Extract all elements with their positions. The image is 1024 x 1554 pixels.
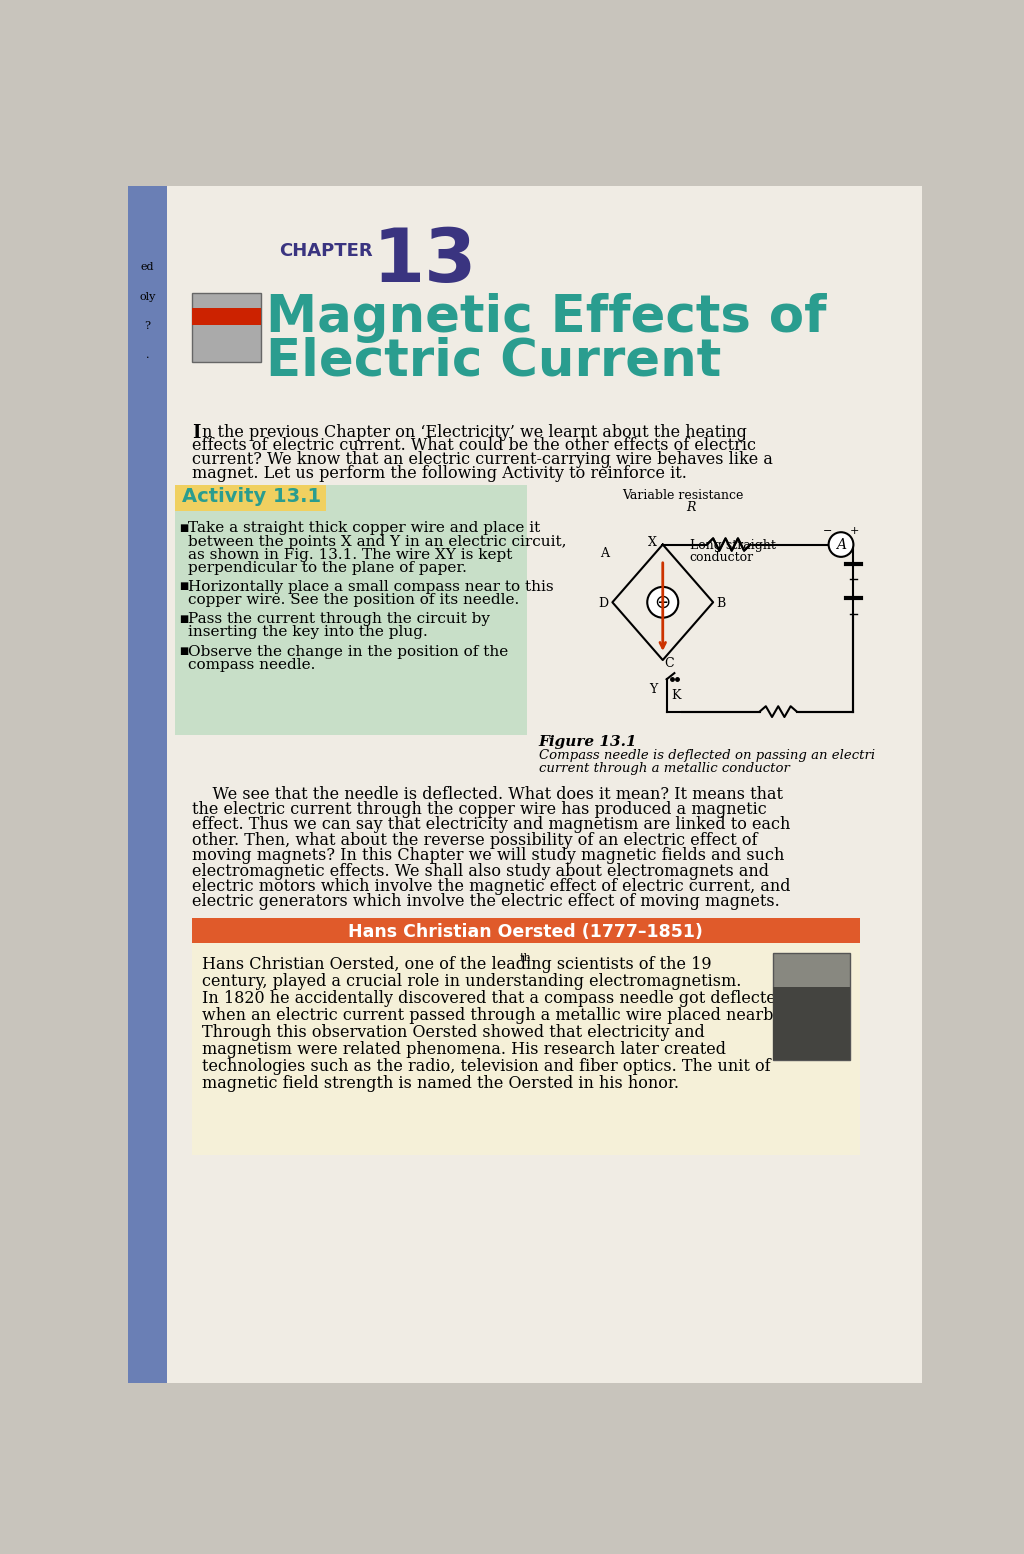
Text: electromagnetic effects. We shall also study about electromagnets and: electromagnetic effects. We shall also s… (193, 862, 769, 880)
Text: In 1820 he accidentally discovered that a compass needle got deflected: In 1820 he accidentally discovered that … (203, 990, 786, 1007)
Text: th: th (520, 954, 531, 963)
Bar (191, 918, 859, 943)
Text: A: A (836, 538, 846, 552)
Text: technologies such as the radio, television and fiber optics. The unit of: technologies such as the radio, televisi… (203, 1058, 771, 1075)
Text: copper wire. See the position of its needle.: copper wire. See the position of its nee… (188, 594, 520, 608)
Text: compass needle.: compass needle. (188, 657, 315, 671)
Text: between the points X and Y in an electric circuit,: between the points X and Y in an electri… (188, 535, 567, 549)
Text: O: O (647, 597, 657, 611)
Text: K: K (671, 688, 681, 701)
Text: Through this observation Oersted showed that electricity and: Through this observation Oersted showed … (203, 1024, 706, 1041)
Circle shape (828, 531, 853, 556)
Text: R: R (686, 500, 695, 514)
Text: ?: ? (144, 320, 151, 331)
Text: .: . (145, 350, 150, 361)
Text: the electric current through the copper wire has produced a magnetic: the electric current through the copper … (193, 800, 767, 817)
Text: perpendicular to the plane of paper.: perpendicular to the plane of paper. (188, 561, 467, 575)
Text: magnetic field strength is named the Oersted in his honor.: magnetic field strength is named the Oer… (203, 1075, 679, 1092)
Bar (174, 485, 326, 511)
Bar (128, 186, 167, 1383)
Bar (773, 953, 850, 1060)
Text: moving magnets? In this Chapter we will study magnetic fields and such: moving magnets? In this Chapter we will … (193, 847, 784, 864)
Text: ■: ■ (179, 581, 188, 592)
Text: electric generators which involve the electric effect of moving magnets.: electric generators which involve the el… (193, 894, 780, 911)
Text: Variable resistance: Variable resistance (623, 490, 743, 502)
Bar (174, 485, 527, 735)
Text: Compass needle is deflected on passing an electri: Compass needle is deflected on passing a… (539, 749, 874, 761)
Text: ⊕: ⊕ (654, 592, 671, 612)
Text: current? We know that an electric current-carrying wire behaves like a: current? We know that an electric curren… (193, 451, 773, 468)
Text: We see that the needle is deflected. What does it mean? It means that: We see that the needle is deflected. Wha… (193, 785, 783, 802)
Text: I: I (193, 424, 201, 441)
Text: century, played a crucial role in understanding electromagnetism.: century, played a crucial role in unders… (203, 973, 741, 990)
Text: Y: Y (649, 684, 657, 696)
Text: Pass the current through the circuit by: Pass the current through the circuit by (188, 612, 490, 626)
Text: B: B (716, 597, 725, 611)
Text: C: C (665, 657, 674, 670)
Text: effect. Thus we can say that electricity and magnetism are linked to each: effect. Thus we can say that electricity… (193, 816, 791, 833)
Bar (773, 987, 850, 1060)
Text: magnetism were related phenomena. His research later created: magnetism were related phenomena. His re… (203, 1041, 726, 1058)
Text: effects of electric current. What could be the other effects of electric: effects of electric current. What could … (193, 438, 757, 454)
Text: ■: ■ (179, 614, 188, 623)
Text: CHAPTER: CHAPTER (280, 242, 373, 260)
Text: X: X (647, 536, 656, 550)
Text: other. Then, what about the reverse possibility of an electric effect of: other. Then, what about the reverse poss… (193, 831, 758, 848)
Text: Hans Christian Oersted, one of the leading scientists of the 19: Hans Christian Oersted, one of the leadi… (203, 956, 712, 973)
Bar (193, 308, 260, 325)
Text: oly: oly (139, 292, 156, 301)
Text: A: A (600, 547, 609, 561)
Text: 13: 13 (372, 225, 476, 298)
Bar (193, 292, 260, 362)
Text: current through a metallic conductor: current through a metallic conductor (539, 761, 790, 775)
Circle shape (647, 587, 678, 617)
Text: when an electric current passed through a metallic wire placed nearby.: when an electric current passed through … (203, 1007, 785, 1024)
Text: Hans Christian Oersted (1777–1851): Hans Christian Oersted (1777–1851) (348, 923, 703, 940)
Text: Take a straight thick copper wire and place it: Take a straight thick copper wire and pl… (188, 522, 541, 536)
Text: as shown in Fig. 13.1. The wire XY is kept: as shown in Fig. 13.1. The wire XY is ke… (188, 547, 513, 561)
Text: −: − (822, 525, 831, 536)
Text: Observe the change in the position of the: Observe the change in the position of th… (188, 645, 509, 659)
Text: D: D (598, 597, 608, 611)
Text: ■: ■ (179, 524, 188, 533)
Text: magnet. Let us perform the following Activity to reinforce it.: magnet. Let us perform the following Act… (193, 465, 687, 482)
Text: Figure 13.1: Figure 13.1 (539, 735, 637, 749)
Text: ■: ■ (179, 646, 188, 656)
Text: Horizontally place a small compass near to this: Horizontally place a small compass near … (188, 580, 554, 594)
Text: Electric Current: Electric Current (266, 337, 721, 387)
Text: Activity 13.1: Activity 13.1 (182, 486, 322, 505)
Text: ed: ed (140, 263, 155, 272)
Text: conductor: conductor (690, 550, 754, 564)
Bar (191, 943, 859, 1155)
Text: inserting the key into the plug.: inserting the key into the plug. (188, 625, 428, 639)
Text: Magnetic Effects of: Magnetic Effects of (266, 292, 826, 343)
Text: Long straight: Long straight (690, 539, 776, 552)
Text: n the previous Chapter on ‘Electricity’ we learnt about the heating: n the previous Chapter on ‘Electricity’ … (203, 424, 748, 441)
Text: +: + (850, 525, 859, 536)
Text: electric motors which involve the magnetic effect of electric current, and: electric motors which involve the magnet… (193, 878, 791, 895)
